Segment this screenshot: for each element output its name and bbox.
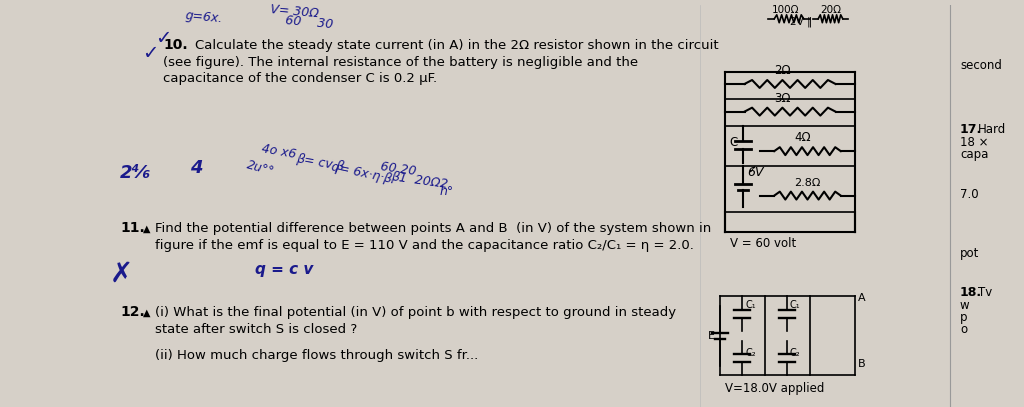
Text: (i) What is the final potential (in V) of point b with respect to ground in stea: (i) What is the final potential (in V) o… <box>155 306 676 319</box>
Text: ✗: ✗ <box>110 260 133 287</box>
Text: V = 60 volt: V = 60 volt <box>730 237 797 250</box>
Text: 20Ω: 20Ω <box>820 5 841 15</box>
Text: p: p <box>961 311 968 324</box>
Text: state after switch S is closed ?: state after switch S is closed ? <box>155 323 357 336</box>
Text: 12.: 12. <box>120 305 144 319</box>
Text: β= cv β: β= cv β <box>295 153 345 174</box>
Text: 2u°°: 2u°° <box>245 158 275 178</box>
Text: capacitance of the condenser C is 0.2 μF.: capacitance of the condenser C is 0.2 μF… <box>163 72 437 85</box>
Text: 4Ω: 4Ω <box>795 131 811 144</box>
Text: (see figure). The internal resistance of the battery is negligible and the: (see figure). The internal resistance of… <box>163 56 638 69</box>
Text: g=6x.: g=6x. <box>185 9 223 26</box>
Text: C₁: C₁ <box>790 300 801 310</box>
Text: 3Ω: 3Ω <box>774 92 791 105</box>
Text: w: w <box>961 299 970 312</box>
Text: q= 6x·η·β: q= 6x·η·β <box>330 160 393 186</box>
Text: capa: capa <box>961 148 988 161</box>
Text: figure if the emf is equal to E = 110 V and the capacitance ratio C₂/C₁ = η = 2.: figure if the emf is equal to E = 110 V … <box>155 239 694 252</box>
Text: ✓: ✓ <box>155 29 171 48</box>
Text: Tv: Tv <box>978 287 992 300</box>
Text: β1  20Ω2: β1 20Ω2 <box>390 170 449 191</box>
Text: C₂: C₂ <box>745 348 756 358</box>
Text: Hard: Hard <box>978 123 1007 136</box>
Text: 4: 4 <box>190 159 203 177</box>
Text: C: C <box>729 136 737 149</box>
Text: 18 ×: 18 × <box>961 136 988 149</box>
Text: Find the potential difference between points A and B  (in V) of the system shown: Find the potential difference between po… <box>155 222 712 235</box>
Text: q = c v: q = c v <box>255 262 313 277</box>
Text: 60    30: 60 30 <box>285 15 334 32</box>
Text: ✓: ✓ <box>746 165 757 175</box>
Text: 7.0: 7.0 <box>961 188 979 201</box>
Text: 100Ω: 100Ω <box>772 5 800 15</box>
Text: Calculate the steady state current (in A) in the 2Ω resistor shown in the circui: Calculate the steady state current (in A… <box>195 39 719 53</box>
Text: 2V ‖: 2V ‖ <box>790 17 812 27</box>
Text: h°: h° <box>440 185 454 198</box>
Text: C₁: C₁ <box>745 300 756 310</box>
Text: pot: pot <box>961 247 979 260</box>
Text: 17.: 17. <box>961 123 982 136</box>
Text: 2⁴⁄₆: 2⁴⁄₆ <box>120 164 152 182</box>
Text: 4o x6: 4o x6 <box>260 142 297 161</box>
Text: 11.: 11. <box>120 221 144 235</box>
Text: ✓: ✓ <box>142 44 159 63</box>
Text: 60 20: 60 20 <box>380 160 418 178</box>
Text: o: o <box>961 323 967 336</box>
Text: 10.: 10. <box>163 38 187 53</box>
Text: 2Ω: 2Ω <box>774 64 791 77</box>
Text: second: second <box>961 59 1001 72</box>
Text: A: A <box>858 293 865 303</box>
Text: C₂: C₂ <box>790 348 801 358</box>
Text: 6V: 6V <box>746 166 764 179</box>
Text: (ii) How much charge flows through switch S fr...: (ii) How much charge flows through switc… <box>155 348 478 361</box>
Text: E: E <box>708 331 715 341</box>
Text: ▲: ▲ <box>143 224 151 234</box>
Text: 18.: 18. <box>961 287 982 300</box>
Text: B: B <box>858 359 865 370</box>
Text: 2.8Ω: 2.8Ω <box>795 178 820 188</box>
Text: ▲: ▲ <box>143 308 151 318</box>
Text: V=18.0V applied: V=18.0V applied <box>725 382 824 395</box>
Text: V= 30Ω: V= 30Ω <box>270 2 319 20</box>
